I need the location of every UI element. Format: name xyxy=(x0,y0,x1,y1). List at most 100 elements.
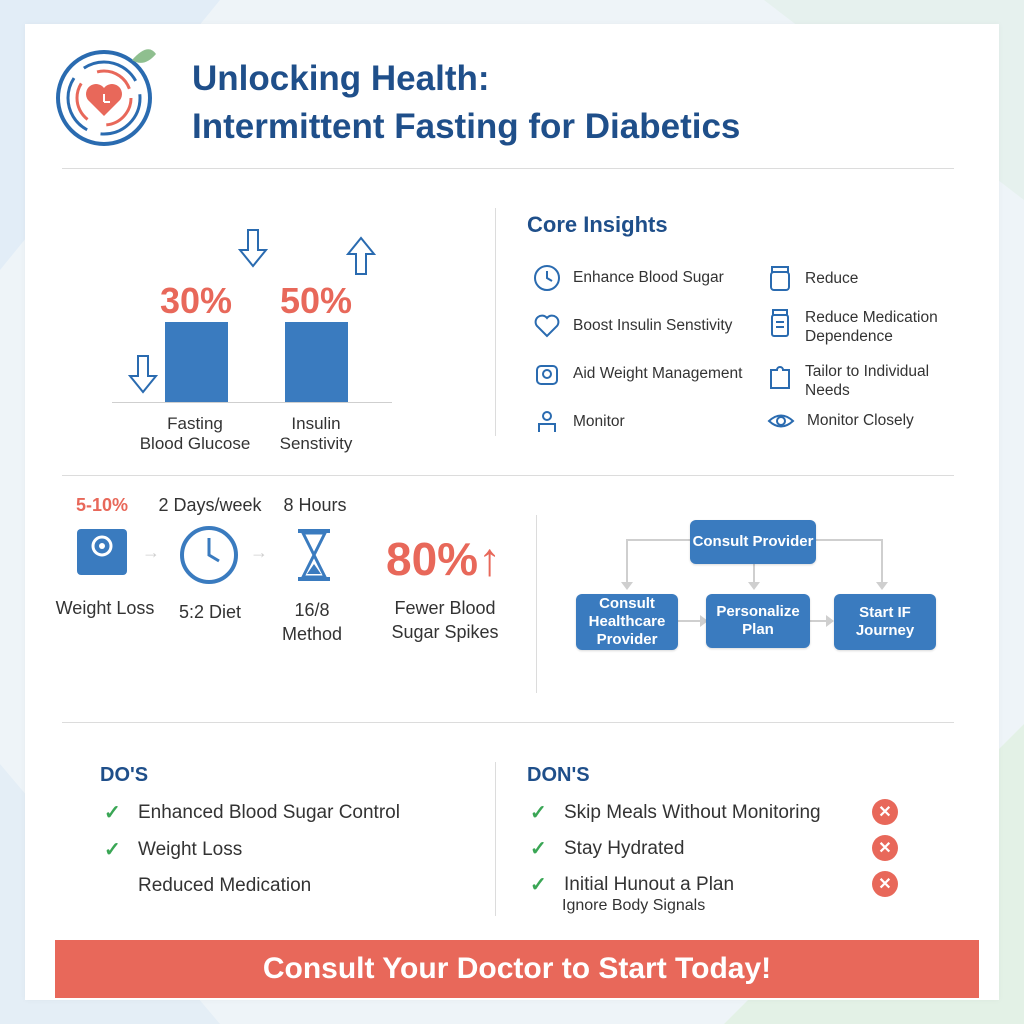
arrow-down-icon xyxy=(238,229,268,268)
insight-label: Enhance Blood Sugar xyxy=(573,269,724,286)
jar-icon xyxy=(770,266,790,291)
clock-icon xyxy=(534,265,560,291)
insight-label-line: Needs xyxy=(805,382,850,399)
diet-value: 2 Days/week xyxy=(158,495,262,515)
donts-item-label: Initial Hunout a Plan xyxy=(564,873,735,895)
page-title: Unlocking Health: Intermittent Fasting f… xyxy=(192,55,740,151)
divider xyxy=(62,168,954,169)
divider xyxy=(62,475,954,476)
flow-step-start: Start IF Journey xyxy=(834,594,936,650)
insight-label: Aid Weight Management xyxy=(573,365,743,382)
insight-label-line: Tailor to Individual xyxy=(805,363,930,380)
blood-sugar-spike-value: 80%↑ xyxy=(386,533,502,585)
insight-label: Monitor xyxy=(573,413,625,430)
insight-item: Reduce xyxy=(767,264,858,292)
puzzle-icon xyxy=(770,366,790,389)
divider xyxy=(62,722,954,723)
insight-label-line: Monitor Closely xyxy=(807,412,914,429)
check-icon: ✓ xyxy=(530,802,547,824)
bar-label-line: Insulin xyxy=(291,414,341,433)
bar-value-label: 50% xyxy=(279,280,353,321)
flow-step-personalize: Personalize Plan xyxy=(706,594,810,648)
bar-label-line: Senstivity xyxy=(279,434,353,453)
donts-item-label: Stay Hydrated xyxy=(564,837,685,859)
insight-item: Monitor xyxy=(533,408,625,436)
divider xyxy=(495,762,496,916)
core-insights-title: Core Insights xyxy=(527,212,668,237)
insight-label: Boost Insulin Senstivity xyxy=(573,317,733,334)
donts-item: ✓ Stay Hydrated xyxy=(530,836,684,861)
donts-item-label: Skip Meals Without Monitoring xyxy=(564,801,821,823)
insight-label: Reduce Medication Dependence xyxy=(805,308,938,346)
method-label: 16/8 Method xyxy=(270,598,354,646)
bar-label-line: Blood Glucose xyxy=(139,434,251,453)
close-icon: ✕ xyxy=(872,835,898,861)
flow-step-consult-provider: Consult Provider xyxy=(690,520,816,564)
dos-item: ✓ Weight Loss xyxy=(104,837,242,862)
weight-loss-label: Weight Loss xyxy=(55,598,155,618)
dos-item: ✓ Enhanced Blood Sugar Control xyxy=(104,800,400,825)
donts-note: Ignore Body Signals xyxy=(562,897,706,914)
bar-category-label: Fasting Blood Glucose xyxy=(125,414,265,454)
scale-icon xyxy=(536,365,558,385)
insight-item: Aid Weight Management xyxy=(533,360,742,388)
bar-label-line: Fasting xyxy=(167,414,223,433)
cta-banner[interactable]: Consult Your Doctor to Start Today! xyxy=(55,940,979,998)
insight-label-line: Dependence xyxy=(805,328,893,345)
donts-item: ✓ Skip Meals Without Monitoring xyxy=(530,800,821,825)
close-icon: ✕ xyxy=(872,871,898,897)
divider xyxy=(536,515,537,693)
heart-icon xyxy=(534,314,560,338)
eye-icon xyxy=(767,414,795,428)
dos-title: DO'S xyxy=(100,764,149,786)
person-monitor-icon xyxy=(538,411,556,432)
bar-fasting-glucose xyxy=(165,322,228,402)
insight-label-line: Reduce xyxy=(805,270,859,287)
arrow-right-icon: → xyxy=(142,542,160,562)
divider xyxy=(495,208,496,436)
insight-label-line: Reduce Medication xyxy=(805,309,938,326)
scale-icon xyxy=(77,529,127,575)
spike-label-line: Fewer Blood xyxy=(394,598,496,618)
dos-item-label: Enhanced Blood Sugar Control xyxy=(138,801,400,823)
insight-label: Monitor Closely xyxy=(807,408,914,430)
hourglass-icon xyxy=(298,529,330,581)
dos-item-label: Weight Loss xyxy=(138,838,243,860)
donts-title: DON'S xyxy=(527,764,590,786)
insight-item: Boost Insulin Senstivity xyxy=(533,312,732,340)
clock-icon xyxy=(180,526,238,584)
flow-step-consult-healthcare: Consult Healthcare Provider xyxy=(576,594,678,650)
title-line-1: Unlocking Health: xyxy=(192,59,490,98)
insight-label: Reduce xyxy=(805,264,858,288)
insight-item: Monitor Closely xyxy=(767,408,914,434)
check-icon: ✓ xyxy=(530,874,547,896)
insight-label: Tailor to Individual Needs xyxy=(805,362,929,400)
method-label-line: 16/8 xyxy=(294,600,330,620)
check-icon: ✓ xyxy=(530,838,547,860)
clock-heart-logo-icon xyxy=(56,49,156,146)
close-icon: ✕ xyxy=(872,799,898,825)
donts-item: ✓ Initial Hunout a Plan xyxy=(530,872,734,897)
chart-baseline xyxy=(112,402,392,403)
weight-loss-value: 5-10% xyxy=(75,495,129,515)
insight-item: Enhance Blood Sugar xyxy=(533,264,724,292)
diet-label: 5:2 Diet xyxy=(178,602,242,622)
check-icon: ✓ xyxy=(104,839,121,861)
spike-label-line: Sugar Spikes xyxy=(391,622,499,642)
bar-insulin-sensitivity xyxy=(285,322,348,402)
insight-item: Reduce Medication Dependence xyxy=(767,308,938,346)
title-line-2: Intermittent Fasting for Diabetics xyxy=(192,107,741,146)
method-value: 8 Hours xyxy=(283,495,347,515)
insight-item: Tailor to Individual Needs xyxy=(767,362,929,400)
dos-item: ✓ Reduced Medication xyxy=(104,873,311,898)
infographic-card xyxy=(25,24,999,1000)
arrow-right-icon: → xyxy=(250,542,268,562)
blood-sugar-spike-label: Fewer Blood Sugar Spikes xyxy=(380,596,510,644)
arrow-down-icon xyxy=(128,355,158,394)
bar-category-label: Insulin Senstivity xyxy=(246,414,386,454)
check-icon: ✓ xyxy=(104,802,121,824)
pill-bottle-icon xyxy=(771,309,789,337)
method-label-line: Method xyxy=(281,624,343,644)
bar-value-label: 30% xyxy=(159,280,233,321)
arrow-up-icon xyxy=(346,236,376,275)
